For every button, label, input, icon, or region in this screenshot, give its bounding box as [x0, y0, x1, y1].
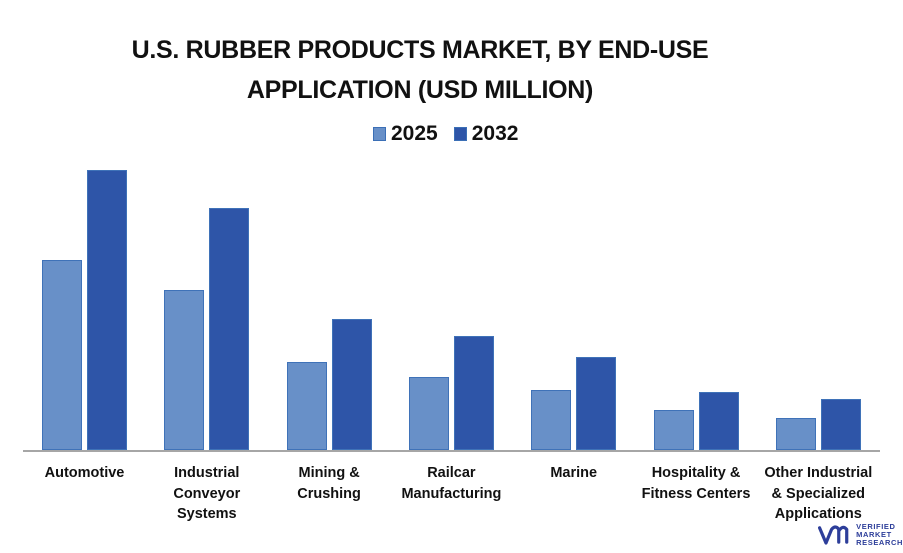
- chart-title-line-1: U.S. RUBBER PRODUCTS MARKET, BY END-USE: [131, 36, 709, 64]
- x-tick-label: Industrial Conveyor Systems: [173, 465, 241, 522]
- vmr-logo: VERIFIED MARKET RESEARCH: [818, 520, 903, 550]
- vmr-logo-icon: [818, 525, 849, 545]
- legend-label-2025: 2025: [391, 122, 438, 145]
- bar-2032: [453, 336, 494, 450]
- x-tick-label: Railcar Manufacturing: [401, 465, 502, 502]
- x-tick-label: Mining & Crushing: [297, 465, 361, 502]
- legend-swatch-2032: [453, 127, 467, 141]
- bar-2025: [775, 418, 816, 450]
- legend: 2025 2032: [373, 122, 534, 146]
- x-tick-label: Hospitality & Fitness Centers: [641, 465, 751, 502]
- x-tick-label: Other Industrial & Specialized Application…: [764, 465, 873, 522]
- x-tick-label: Automotive: [44, 465, 125, 481]
- chart-title-line-2: APPLICATION (USD MILLION): [246, 76, 594, 104]
- bar-2032: [209, 208, 250, 450]
- x-tick-label: Marine: [550, 465, 598, 481]
- bar-2025: [286, 362, 327, 450]
- bar-2032: [576, 357, 617, 450]
- bar-2025: [408, 377, 449, 450]
- legend-label-2032: 2032: [471, 122, 519, 145]
- bar-2032: [331, 319, 372, 450]
- legend-item-2025: 2025: [373, 122, 438, 146]
- bar-2025: [164, 290, 205, 450]
- chart-title: U.S. RUBBER PRODUCTS MARKET, BY END-USE …: [0, 30, 840, 110]
- bar-2032: [820, 399, 861, 450]
- bar-2025: [531, 390, 572, 450]
- bar-2032: [698, 392, 739, 450]
- bar-2032: [87, 170, 127, 450]
- bar-2025: [653, 410, 694, 450]
- vmr-logo-text: VERIFIED MARKET RESEARCH: [856, 522, 903, 547]
- legend-item-2032: 2032: [453, 122, 519, 146]
- x-axis-line: [23, 450, 880, 452]
- bar-2025: [42, 260, 82, 450]
- legend-swatch-2025: [373, 127, 386, 141]
